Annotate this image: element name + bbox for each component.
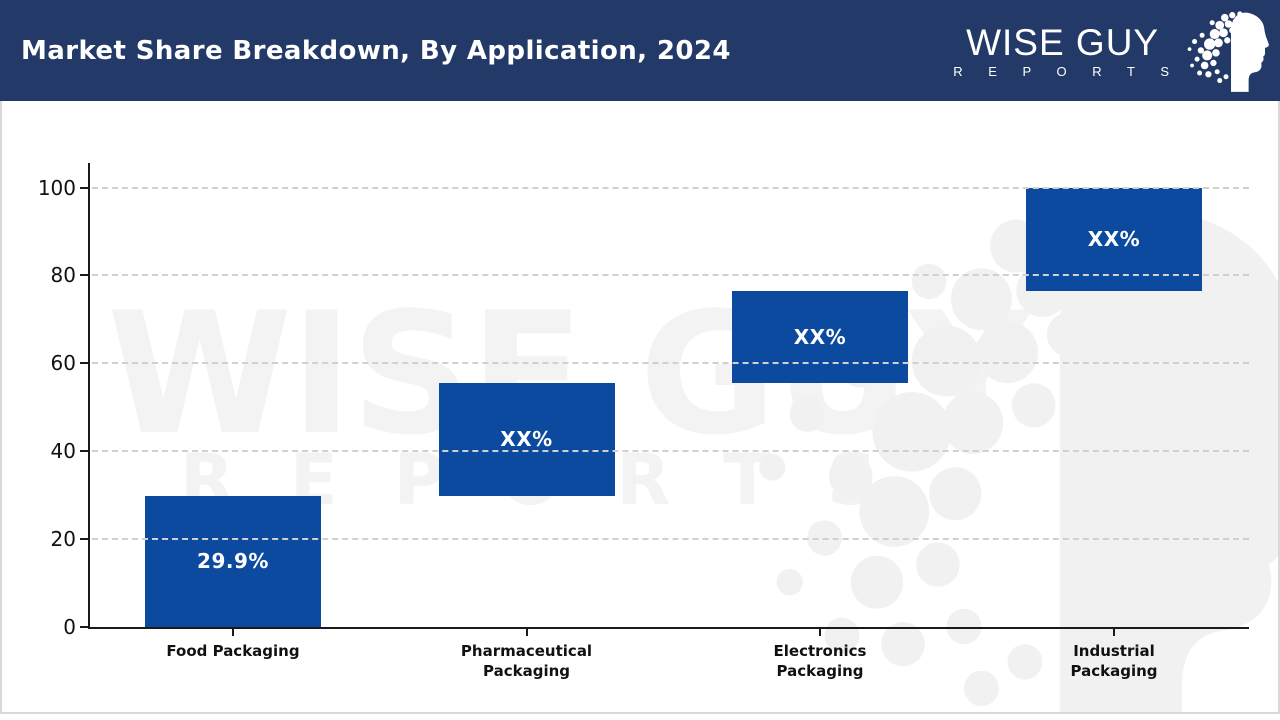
y-axis-tick xyxy=(80,274,88,277)
logo-text: WISE GUY R E P O R T S xyxy=(945,22,1180,80)
x-axis-line xyxy=(88,627,1249,629)
y-axis-tick-label: 100 xyxy=(37,175,76,200)
logo-subtext: R E P O R T S xyxy=(953,64,1180,79)
chart-title: Market Share Breakdown, By Application, … xyxy=(21,36,731,66)
header-band: Market Share Breakdown, By Application, … xyxy=(0,0,1280,101)
bar-segment: 29.9% xyxy=(145,495,321,627)
gridline xyxy=(92,362,1249,365)
gridline xyxy=(92,274,1249,277)
y-axis-tick-label: 80 xyxy=(50,263,76,288)
x-axis-category-label: Electronics Packaging xyxy=(773,642,867,680)
y-axis-tick xyxy=(80,362,88,365)
x-axis-category-label: Pharmaceutical Packaging xyxy=(460,642,593,680)
x-axis-tick xyxy=(819,629,821,636)
y-axis-tick-label: 0 xyxy=(63,615,76,639)
bar-value-label: XX% xyxy=(500,427,553,452)
y-axis-tick xyxy=(80,626,88,628)
y-axis-line xyxy=(88,163,90,629)
x-axis-category-label: Industrial Packaging xyxy=(1070,642,1158,680)
gridline xyxy=(92,186,1249,189)
x-axis-category-label: Food Packaging xyxy=(166,642,300,660)
y-axis-tick xyxy=(80,186,88,189)
y-axis-tick-label: 60 xyxy=(50,351,76,376)
x-axis-tick xyxy=(232,629,234,636)
logo-face-icon xyxy=(1187,11,1269,92)
bar-value-label: XX% xyxy=(1087,227,1141,252)
x-axis-tick xyxy=(1113,629,1115,636)
bar-segment: XX% xyxy=(1026,187,1202,292)
gridline xyxy=(92,538,1249,541)
x-axis-tick xyxy=(525,629,528,636)
y-axis-tick xyxy=(80,538,88,541)
y-axis-tick-label: 40 xyxy=(50,439,76,464)
bar-segment: XX% xyxy=(732,291,908,383)
y-axis-tick xyxy=(80,450,88,453)
wise-guy-reports-logo: WISE GUY R E P O R T S xyxy=(945,6,1270,96)
gridline xyxy=(92,450,1249,453)
bar-value-label: 29.9% xyxy=(197,549,269,574)
bar-segment: XX% xyxy=(438,382,615,496)
bar-value-label: XX% xyxy=(793,324,847,349)
logo-wordmark: WISE GUY xyxy=(966,22,1160,63)
y-axis-tick-label: 20 xyxy=(50,527,76,552)
